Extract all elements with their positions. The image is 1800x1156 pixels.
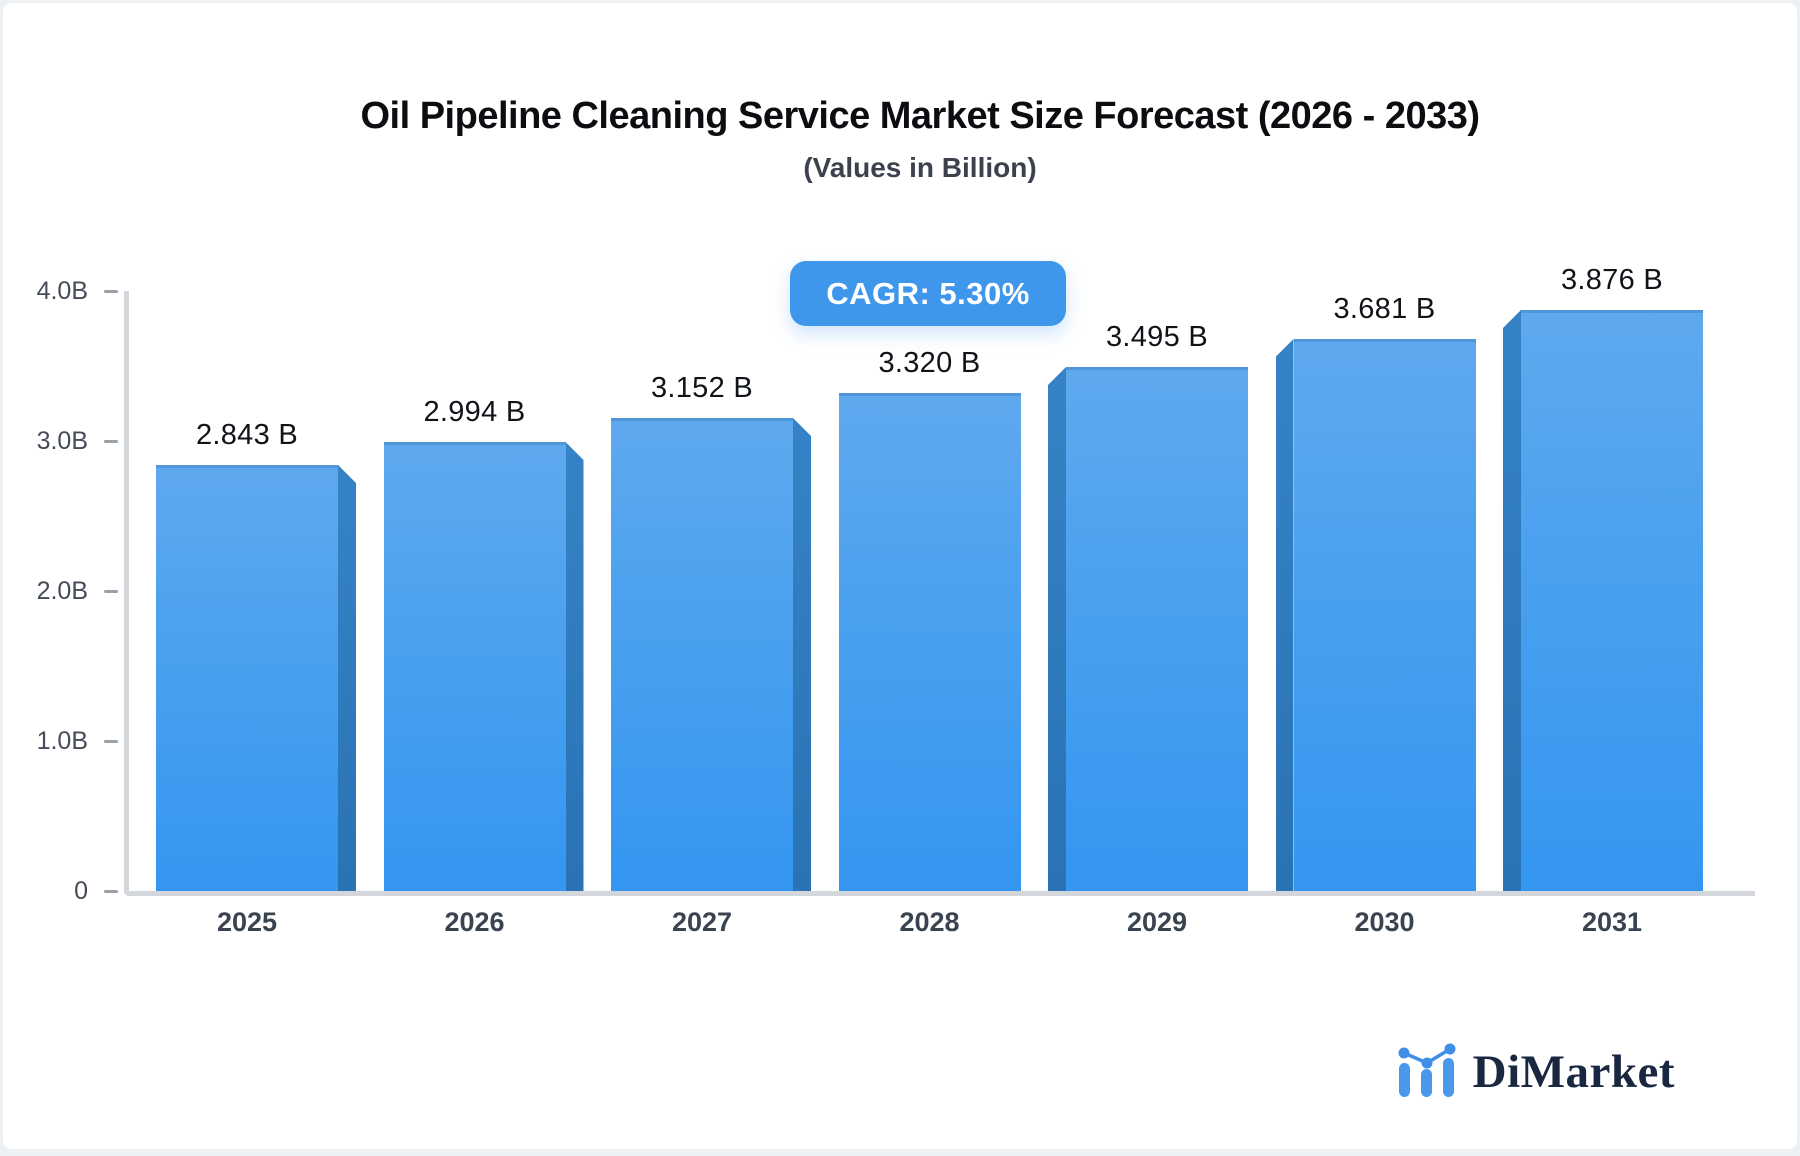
ytick-mark <box>104 889 118 893</box>
bar-value-label: 3.152 B <box>650 372 754 404</box>
bar-2027-side-face <box>793 418 811 891</box>
xtick-label-2027: 2027 <box>671 907 733 937</box>
bar-2030 <box>1293 339 1476 891</box>
bar-value-label: 2.843 B <box>195 419 299 451</box>
ytick-label: 0 <box>74 877 88 905</box>
brand-logo: DiMarket <box>1395 1043 1675 1101</box>
bar-2027 <box>611 418 793 891</box>
page-subtitle: (Values in Billion) <box>803 152 1037 183</box>
bar-chart-logo-icon <box>1398 1043 1456 1097</box>
ytick-label: 2.0B <box>36 577 88 605</box>
xtick-label-2030: 2030 <box>1354 907 1415 937</box>
bar-2025-side-face <box>338 465 356 891</box>
bar-value-label: 3.681 B <box>1333 293 1436 325</box>
xtick-label-2028: 2028 <box>899 907 960 937</box>
bar-value-label: 3.876 B <box>1560 264 1664 296</box>
bar-2029-side-face <box>1048 367 1066 891</box>
ytick-mark <box>104 439 118 443</box>
bar-2031-side-face <box>1503 310 1521 891</box>
xtick-label-2025: 2025 <box>216 907 278 937</box>
cagr-badge: CAGR: 5.30% <box>790 261 1066 326</box>
bar-value-label: 3.320 B <box>878 347 981 379</box>
bar-2028 <box>838 393 1021 891</box>
bar-value-label: 3.495 B <box>1105 321 1209 353</box>
bar-2031 <box>1521 310 1703 891</box>
bar-value-label: 2.994 B <box>423 396 526 428</box>
xtick-label-2031: 2031 <box>1581 907 1643 937</box>
ytick-label: 4.0B <box>36 277 88 305</box>
plot-area: 2.843 B 2025 2.994 B 2026 3.152 B 2027 3.320 B… <box>124 264 1755 937</box>
ytick-label: 3.0B <box>36 427 88 455</box>
y-axis: 0 1.0B 2.0B 3.0B 4.0B <box>3 277 124 905</box>
ytick-mark <box>104 589 118 593</box>
xtick-label-2029: 2029 <box>1126 907 1188 937</box>
bar-2025 <box>156 465 338 891</box>
bar-2029 <box>1066 367 1248 891</box>
chart-header: Oil Pipeline Cleaning Service Market Siz… <box>43 95 1797 184</box>
logo-text: DiMarket <box>1472 1046 1675 1098</box>
ytick-mark <box>104 289 118 293</box>
ytick-label: 1.0B <box>36 727 88 755</box>
ytick-mark <box>104 739 118 743</box>
bar-2026-side-face <box>565 442 584 891</box>
bar-2030-side-face <box>1275 339 1294 891</box>
page-title: Oil Pipeline Cleaning Service Market Siz… <box>360 95 1480 137</box>
xtick-label-2026: 2026 <box>444 907 505 937</box>
bar-2026 <box>383 442 566 891</box>
